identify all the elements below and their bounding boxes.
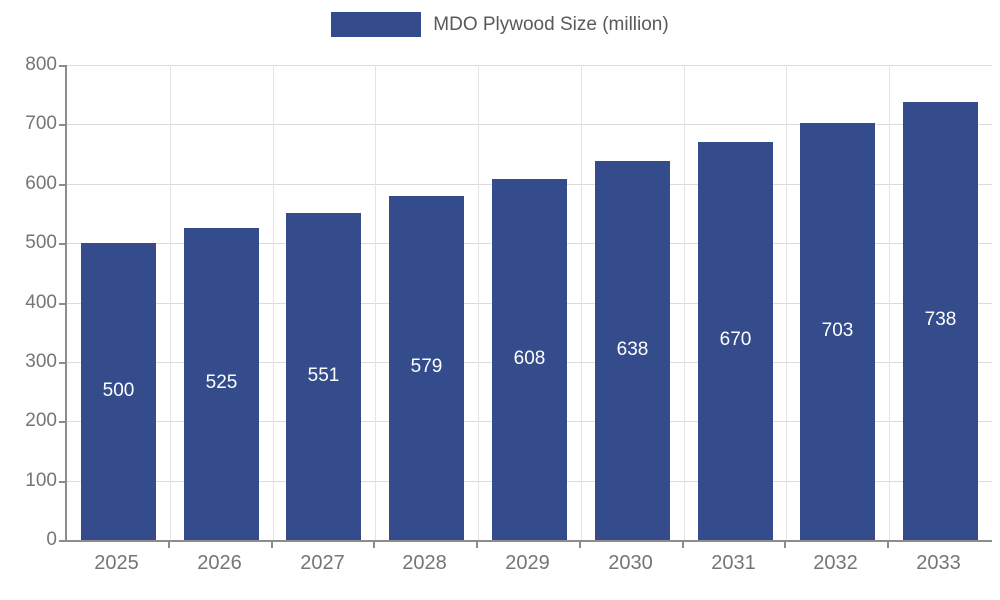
bar-value-label: 670	[719, 329, 752, 350]
vertical-gridline	[786, 65, 787, 540]
bar: 608	[492, 179, 567, 540]
y-tick-mark	[59, 243, 65, 246]
x-tick-label: 2029	[505, 552, 550, 574]
legend-swatch	[331, 12, 422, 37]
x-tick-label: 2032	[813, 552, 858, 574]
horizontal-gridline	[67, 124, 992, 126]
y-tick-mark	[59, 480, 65, 483]
y-tick-mark	[59, 540, 65, 542]
vertical-gridline	[581, 65, 582, 540]
bar-value-label: 608	[513, 348, 546, 369]
x-tick-label: 2031	[711, 552, 756, 574]
y-tick-label: 300	[25, 350, 57, 372]
x-tick-label: 2028	[402, 552, 447, 574]
bar: 638	[595, 161, 670, 540]
x-tick-mark	[887, 542, 889, 548]
y-tick-mark	[59, 183, 65, 186]
legend[interactable]: MDO Plywood Size (million)	[0, 12, 1000, 37]
x-tick-label: 2030	[608, 552, 653, 574]
y-tick-mark	[59, 421, 65, 424]
bar: 738	[903, 102, 978, 540]
vertical-gridline	[170, 65, 171, 540]
x-tick-label: 2033	[916, 552, 961, 574]
y-tick-label: 600	[25, 172, 57, 194]
y-tick-label: 100	[25, 469, 57, 491]
bar: 579	[389, 196, 464, 540]
y-tick-label: 500	[25, 232, 57, 254]
x-tick-mark	[168, 542, 170, 548]
y-tick-mark	[59, 361, 65, 364]
legend-label: MDO Plywood Size (million)	[433, 13, 669, 35]
y-tick-mark	[59, 65, 65, 67]
x-tick-mark	[271, 542, 273, 548]
y-tick-mark	[59, 302, 65, 305]
plot-area: 500 525 551 579 608 638 670 703 738	[65, 65, 992, 542]
x-tick-mark	[682, 542, 684, 548]
bar: 525	[184, 228, 259, 540]
bar-value-label: 579	[410, 356, 443, 377]
bar: 670	[698, 142, 773, 540]
x-tick-mark	[373, 542, 375, 548]
bar-value-label: 703	[821, 320, 854, 341]
x-tick-label: 2026	[197, 552, 242, 574]
y-tick-mark	[59, 124, 65, 127]
y-tick-label: 200	[25, 410, 57, 432]
bar-value-label: 738	[924, 309, 957, 330]
x-tick-mark	[476, 542, 478, 548]
vertical-gridline	[375, 65, 376, 540]
x-tick-mark	[784, 542, 786, 548]
bar: 703	[800, 123, 875, 540]
bar-value-label: 551	[307, 365, 340, 386]
x-tick-label: 2027	[300, 552, 345, 574]
x-tick-mark	[579, 542, 581, 548]
horizontal-gridline	[67, 65, 992, 66]
bar: 551	[286, 213, 361, 540]
vertical-gridline	[478, 65, 479, 540]
y-tick-label: 700	[25, 113, 57, 135]
y-tick-label: 400	[25, 291, 57, 313]
vertical-gridline	[273, 65, 274, 540]
vertical-gridline	[889, 65, 890, 540]
x-tick-label: 2025	[94, 552, 139, 574]
bar: 500	[81, 243, 156, 540]
bar-value-label: 638	[616, 339, 649, 360]
vertical-gridline	[684, 65, 685, 540]
y-tick-label: 0	[46, 529, 57, 550]
bar-value-label: 500	[102, 380, 135, 401]
y-tick-label: 800	[25, 54, 57, 75]
bar-value-label: 525	[205, 372, 238, 393]
